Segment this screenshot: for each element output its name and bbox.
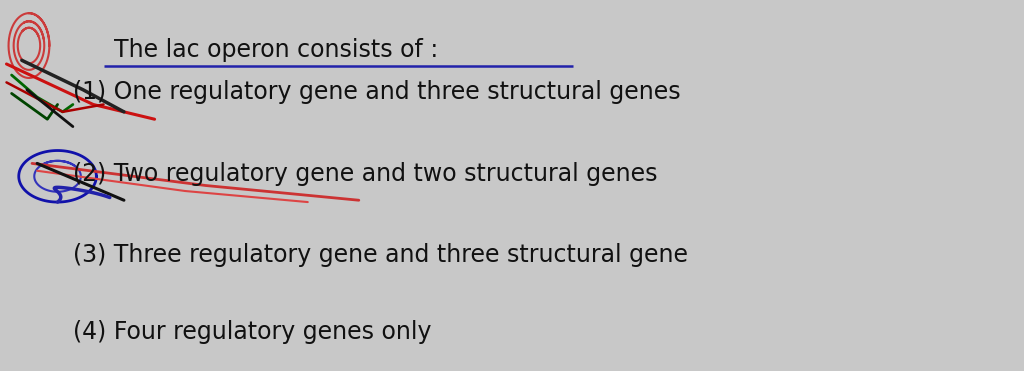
Text: (4) Four regulatory genes only: (4) Four regulatory genes only: [73, 320, 431, 344]
Text: (2) Two regulatory gene and two structural genes: (2) Two regulatory gene and two structur…: [73, 161, 657, 186]
Text: (3) Three regulatory gene and three structural gene: (3) Three regulatory gene and three stru…: [73, 243, 688, 266]
Text: The lac operon consists of :: The lac operon consists of :: [114, 38, 438, 62]
Text: (1) One regulatory gene and three structural genes: (1) One regulatory gene and three struct…: [73, 81, 681, 105]
